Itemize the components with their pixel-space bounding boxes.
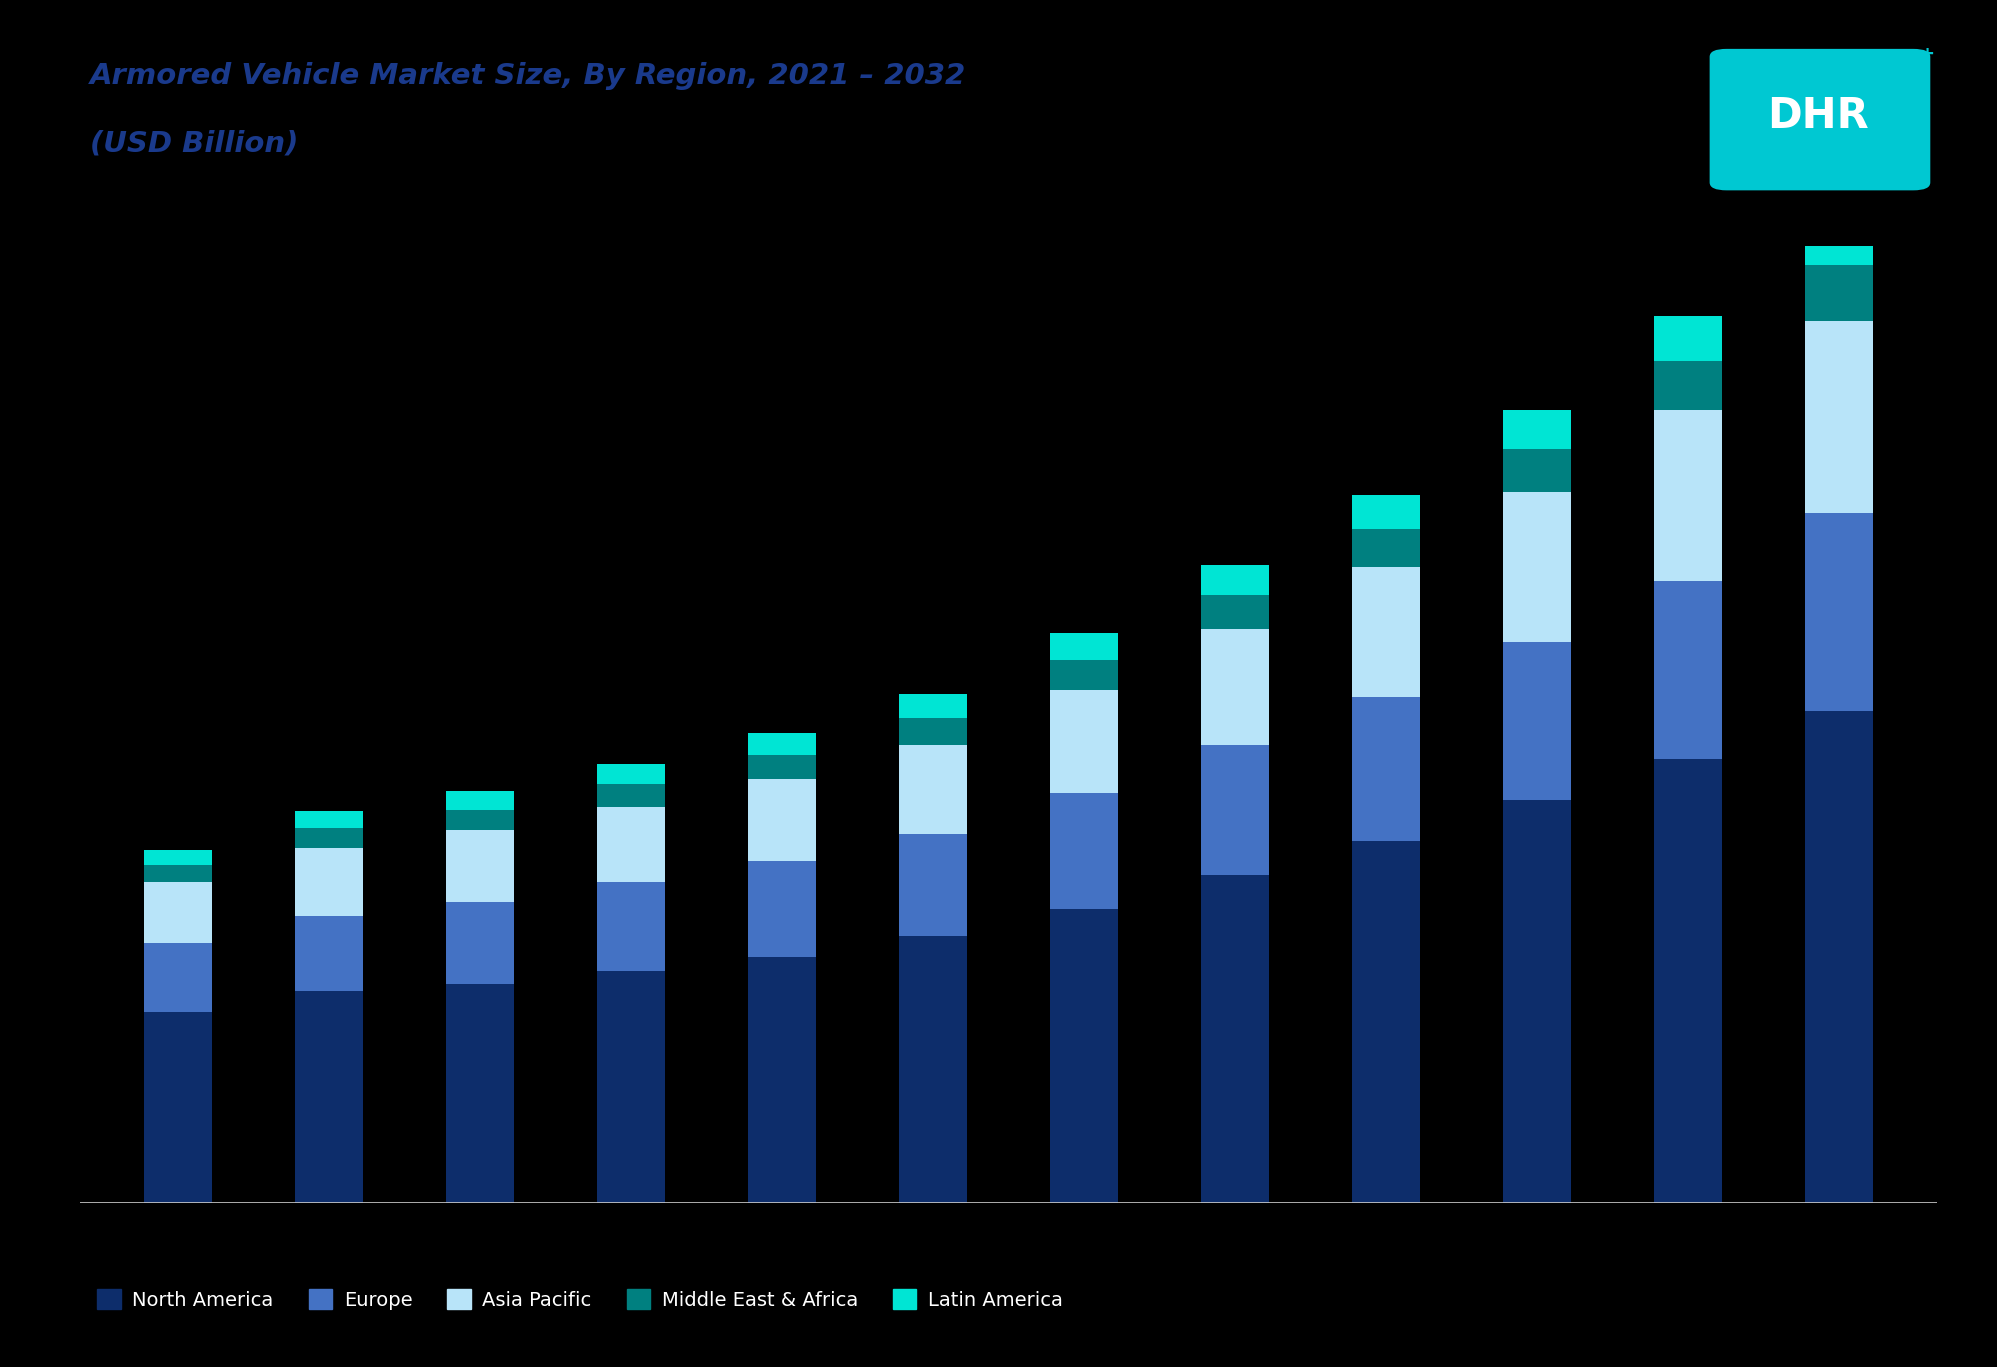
Bar [749,733,817,755]
Bar [1654,361,1721,410]
Bar [144,849,212,865]
Bar [1654,759,1721,1203]
Bar [445,902,513,984]
Bar [1504,800,1572,1203]
Bar [144,943,212,1012]
Bar [1805,513,1873,711]
Bar [1200,595,1268,629]
Bar [597,807,665,882]
Bar [1050,909,1118,1203]
Bar [1200,565,1268,595]
Bar [749,755,817,779]
Bar [1050,633,1118,660]
Text: Armored Vehicle Market Size, By Region, 2021 – 2032: Armored Vehicle Market Size, By Region, … [90,62,967,89]
Bar [749,779,817,861]
Bar [1504,410,1572,450]
Bar [144,882,212,943]
Bar [1200,629,1268,745]
Bar [445,831,513,902]
Bar [1352,495,1420,529]
Legend: North America, Europe, Asia Pacific, Middle East & Africa, Latin America: North America, Europe, Asia Pacific, Mid… [90,1281,1070,1318]
Bar [144,1012,212,1203]
Bar [899,745,967,834]
Bar [597,971,665,1203]
Bar [1200,875,1268,1203]
Bar [1352,841,1420,1203]
Bar [1504,642,1572,800]
Bar [296,828,363,848]
Bar [1050,690,1118,793]
Bar [445,791,513,809]
Bar [1504,492,1572,642]
Bar [749,861,817,957]
Bar [1805,265,1873,321]
Bar [1050,660,1118,690]
Bar [899,834,967,936]
Bar [597,785,665,807]
Bar [899,936,967,1203]
Bar [1805,711,1873,1203]
Bar [296,812,363,828]
Bar [1352,529,1420,567]
Bar [597,882,665,971]
Bar [1805,321,1873,513]
Bar [1654,581,1721,759]
Bar [144,865,212,882]
Text: DHR: DHR [1767,96,1869,138]
Bar [445,984,513,1203]
Text: +: + [1919,45,1935,63]
Bar [1805,215,1873,265]
Bar [1654,317,1721,361]
Bar [1654,410,1721,581]
Bar [899,718,967,745]
FancyBboxPatch shape [1709,49,1931,190]
Bar [1200,745,1268,875]
Text: (USD Billion): (USD Billion) [90,130,298,157]
Bar [445,809,513,831]
Bar [1504,450,1572,492]
Bar [296,916,363,991]
Bar [749,957,817,1203]
Bar [296,991,363,1203]
Bar [899,694,967,718]
Bar [1352,567,1420,697]
Bar [296,848,363,916]
Bar [597,764,665,785]
Bar [1050,793,1118,909]
Bar [1352,697,1420,841]
